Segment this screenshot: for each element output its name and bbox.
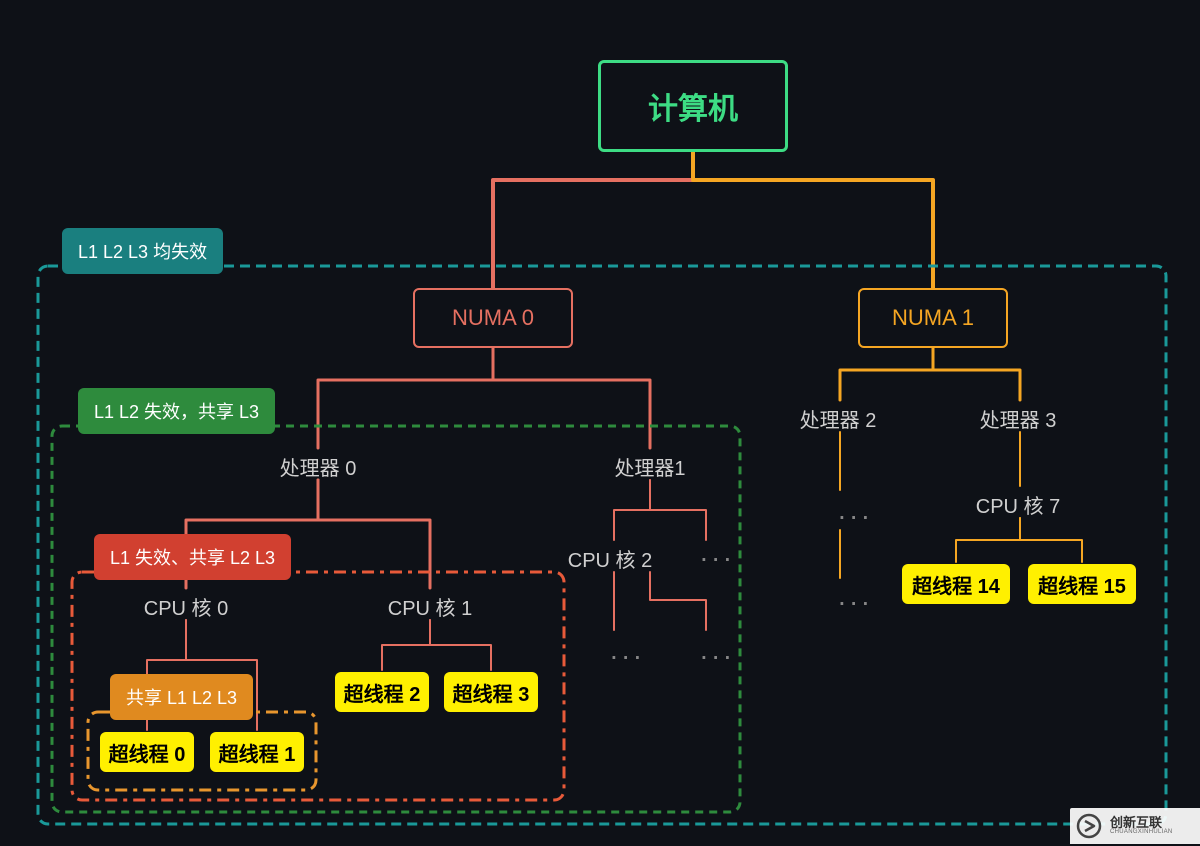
watermark-sub: CHUANGXINHULIAN — [1110, 829, 1173, 836]
cpu-core-label: CPU 核 2 — [560, 544, 660, 573]
watermark-title: 创新互联 — [1110, 816, 1173, 829]
hyperthread-node: 超线程 1 — [210, 732, 304, 772]
root-node: 计算机 — [598, 60, 788, 152]
cache-tag: 共享 L1 L2 L3 — [110, 674, 253, 720]
cpu-core-label: CPU 核 0 — [136, 592, 236, 621]
hyperthread-node: 超线程 2 — [335, 672, 429, 712]
hyperthread-node: 超线程 15 — [1028, 564, 1136, 604]
cache-tag: L1 失效、共享 L2 L3 — [94, 534, 291, 580]
processor-label: 处理器 2 — [788, 404, 888, 433]
cache-tag: L1 L2 L3 均失效 — [62, 228, 223, 274]
hyperthread-node: 超线程 3 — [444, 672, 538, 712]
ellipsis: ... — [610, 634, 645, 666]
numa-node: NUMA 1 — [858, 288, 1008, 348]
processor-label: 处理器 0 — [268, 452, 368, 481]
processor-label: 处理器1 — [605, 452, 695, 481]
watermark: 创新互联 CHUANGXINHULIAN — [1070, 808, 1200, 844]
ellipsis: ... — [700, 536, 735, 568]
ellipsis: ... — [838, 494, 873, 526]
cpu-core-label: CPU 核 1 — [380, 592, 480, 621]
hyperthread-node: 超线程 0 — [100, 732, 194, 772]
numa-node: NUMA 0 — [413, 288, 573, 348]
cache-tag: L1 L2 失效，共享 L3 — [78, 388, 275, 434]
processor-label: 处理器 3 — [968, 404, 1068, 433]
cpu-core-label: CPU 核 7 — [968, 490, 1068, 519]
ellipsis: ... — [838, 580, 873, 612]
hyperthread-node: 超线程 14 — [902, 564, 1010, 604]
ellipsis: ... — [700, 634, 735, 666]
